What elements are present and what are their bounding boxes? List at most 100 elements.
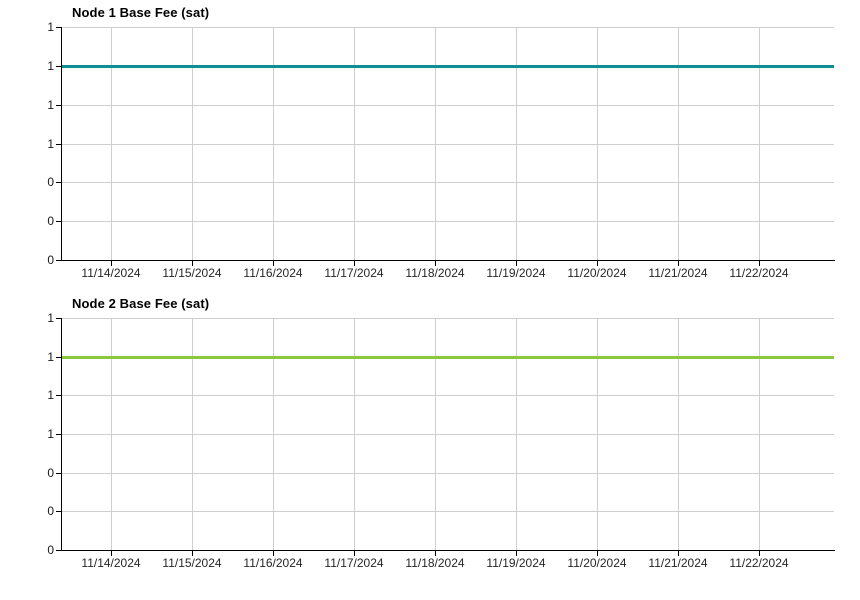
y-axis-label: 0: [47, 504, 54, 518]
gridline-vertical: [111, 27, 112, 260]
x-axis-tick: [516, 261, 517, 266]
y-axis-tick: [56, 318, 61, 319]
x-axis-label: 11/17/2024: [324, 266, 384, 280]
x-axis-tick: [192, 551, 193, 556]
y-axis-label: 1: [47, 350, 54, 364]
gridline-horizontal: [61, 434, 834, 435]
x-axis-label: 11/16/2024: [243, 556, 303, 570]
gridlines-node-1: [61, 27, 834, 261]
x-axis-label: 11/20/2024: [567, 266, 627, 280]
gridline-horizontal: [61, 395, 834, 396]
x-axis-tick: [111, 261, 112, 266]
x-axis-tick: [759, 551, 760, 556]
y-axis-label: 1: [47, 59, 54, 73]
y-axis-label: 1: [47, 137, 54, 151]
y-axis-label: 0: [47, 175, 54, 189]
gridline-horizontal: [61, 511, 834, 512]
y-axis-tick: [56, 182, 61, 183]
gridline-horizontal: [61, 27, 834, 28]
x-axis-tick: [597, 261, 598, 266]
y-axis-label: 0: [47, 543, 54, 557]
x-axis-label: 11/18/2024: [405, 266, 465, 280]
y-axis-tick: [56, 221, 61, 222]
gridline-vertical: [192, 27, 193, 260]
gridline-vertical: [354, 27, 355, 260]
gridline-vertical: [435, 27, 436, 260]
x-axis-label: 11/16/2024: [243, 266, 303, 280]
y-axis-label: 0: [47, 253, 54, 267]
x-axis-label: 11/17/2024: [324, 556, 384, 570]
y-axis-label: 1: [47, 98, 54, 112]
gridline-horizontal: [61, 318, 834, 319]
y-axis-tick: [56, 395, 61, 396]
y-axis-tick: [56, 357, 61, 358]
y-axis-tick: [56, 434, 61, 435]
gridline-vertical: [759, 318, 760, 550]
chart-panel-node-1: Node 1 Base Fee (sat) 1 1 1 1 0 0 0 11/14/2024…: [0, 0, 860, 295]
gridline-vertical: [273, 318, 274, 550]
x-axis-tick: [759, 261, 760, 266]
gridlines-node-2: [61, 318, 834, 551]
gridline-horizontal: [61, 221, 834, 222]
plot-area-node-1: [61, 27, 834, 261]
x-axis-label: 11/21/2024: [648, 266, 708, 280]
x-axis-label: 11/19/2024: [486, 266, 546, 280]
x-axis-tick: [111, 551, 112, 556]
gridline-vertical: [111, 318, 112, 550]
gridline-vertical: [678, 27, 679, 260]
x-axis-label: 11/21/2024: [648, 556, 708, 570]
gridline-vertical: [678, 318, 679, 550]
gridline-vertical: [435, 318, 436, 550]
x-axis-label: 11/22/2024: [729, 556, 789, 570]
gridline-vertical: [597, 318, 598, 550]
y-axis-label: 0: [47, 466, 54, 480]
x-axis-tick: [597, 551, 598, 556]
y-axis-line-node-1: [61, 27, 62, 261]
series-line-node-2-base-fee: [61, 356, 834, 359]
x-axis-tick: [678, 551, 679, 556]
y-axis-label: 1: [47, 20, 54, 34]
x-axis-tick: [435, 261, 436, 266]
x-axis-label: 11/18/2024: [405, 556, 465, 570]
y-axis-label: 0: [47, 214, 54, 228]
gridline-horizontal: [61, 473, 834, 474]
x-axis-label: 11/15/2024: [162, 266, 222, 280]
plot-area-node-2: [61, 318, 834, 551]
x-axis-label: 11/22/2024: [729, 266, 789, 280]
gridline-vertical: [759, 27, 760, 260]
y-axis-tick: [56, 473, 61, 474]
x-axis-tick: [678, 261, 679, 266]
y-axis-tick: [56, 144, 61, 145]
x-axis-line-node-2: [61, 550, 835, 551]
x-axis-label: 11/20/2024: [567, 556, 627, 570]
x-axis-tick: [354, 551, 355, 556]
x-axis-label: 11/19/2024: [486, 556, 546, 570]
chart-title-node-2: Node 2 Base Fee (sat): [72, 296, 210, 311]
x-axis-tick: [354, 261, 355, 266]
y-axis-tick: [56, 66, 61, 67]
y-axis-tick: [56, 260, 61, 261]
gridline-horizontal: [61, 144, 834, 145]
x-axis-label: 11/14/2024: [81, 266, 141, 280]
y-axis-label: 1: [47, 388, 54, 402]
x-axis-tick: [273, 551, 274, 556]
y-axis-tick: [56, 27, 61, 28]
gridline-vertical: [516, 318, 517, 550]
x-axis-tick: [273, 261, 274, 266]
series-line-node-1-base-fee: [61, 65, 834, 68]
y-axis-line-node-2: [61, 318, 62, 551]
gridline-vertical: [516, 27, 517, 260]
gridline-horizontal: [61, 182, 834, 183]
gridline-vertical: [192, 318, 193, 550]
x-axis-tick: [192, 261, 193, 266]
chart-panel-node-2: Node 2 Base Fee (sat) 1 1 1 1 0 0 0 11/14/2024…: [0, 291, 860, 600]
x-axis-label: 11/14/2024: [81, 556, 141, 570]
y-axis-tick: [56, 511, 61, 512]
gridline-horizontal: [61, 105, 834, 106]
y-axis-tick: [56, 105, 61, 106]
x-axis-line-node-1: [61, 260, 835, 261]
x-axis-tick: [435, 551, 436, 556]
gridline-vertical: [273, 27, 274, 260]
chart-title-node-1: Node 1 Base Fee (sat): [72, 5, 210, 20]
